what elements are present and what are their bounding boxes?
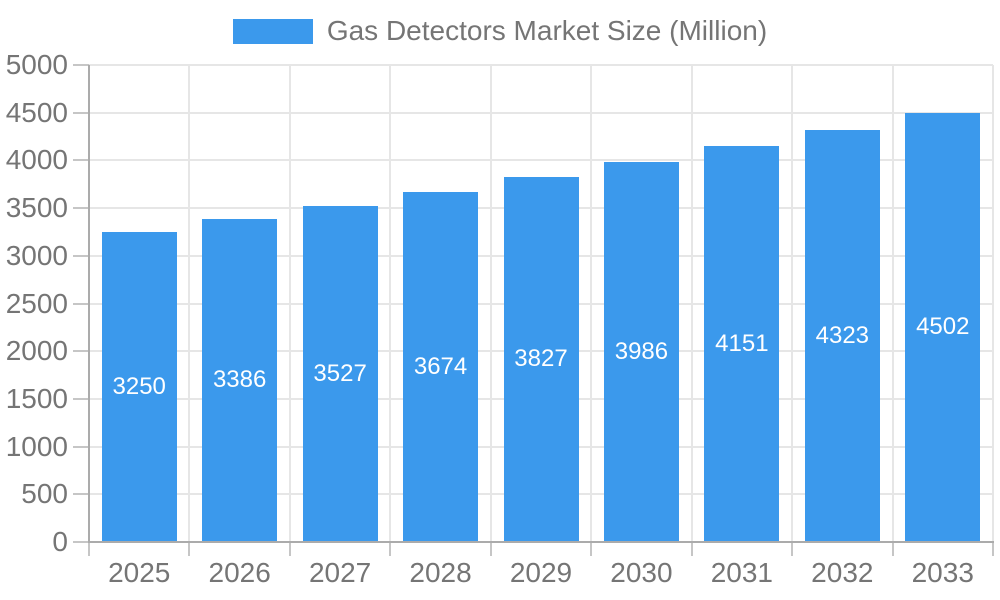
x-tick (188, 543, 191, 556)
x-tick (690, 543, 693, 556)
x-axis-label: 2026 (208, 557, 271, 588)
y-tick (73, 541, 89, 543)
y-axis-label: 4000 (5, 144, 68, 176)
y-axis-label: 1500 (5, 382, 68, 414)
y-tick (73, 111, 89, 114)
y-axis-label: 1000 (5, 430, 68, 462)
v-gridline (188, 65, 191, 542)
y-tick (73, 254, 89, 257)
y-axis-label: 500 (21, 478, 68, 510)
v-gridline (389, 65, 392, 542)
y-tick (73, 302, 89, 305)
y-axis-label: 0 (52, 526, 68, 557)
bar-2029[interactable] (503, 176, 579, 542)
v-gridline (791, 65, 794, 542)
y-axis-label: 2000 (5, 335, 68, 367)
legend-swatch (232, 18, 313, 44)
bar-value-label: 4151 (715, 329, 769, 357)
x-axis-label: 2025 (108, 557, 171, 588)
bar-2027[interactable] (302, 205, 378, 542)
x-axis-label: 2028 (409, 557, 472, 588)
y-axis-line (88, 65, 90, 542)
x-axis-label: 2031 (710, 557, 774, 588)
x-axis-label: 2029 (509, 557, 573, 588)
y-tick (73, 64, 89, 66)
bar-value-label: 4323 (815, 321, 870, 349)
h-gridline (89, 64, 993, 66)
bar-2030[interactable] (603, 161, 679, 542)
bar-value-label: 4502 (916, 313, 970, 341)
y-axis-label: 4500 (5, 96, 68, 128)
bar-2033[interactable] (905, 112, 981, 542)
h-gridline (89, 111, 993, 114)
x-axis-label: 2033 (911, 557, 974, 588)
legend-item[interactable]: Gas Detectors Market Size (Million) (232, 15, 768, 46)
x-tick (389, 543, 392, 556)
y-tick (73, 159, 89, 162)
y-axis-label: 3500 (5, 192, 68, 224)
x-tick (791, 543, 794, 556)
x-axis-label: 2027 (308, 557, 372, 588)
bar-2028[interactable] (403, 191, 479, 542)
x-tick (489, 543, 492, 556)
bar-value-label: 3827 (514, 345, 568, 373)
bar-2032[interactable] (804, 129, 880, 542)
bar-2025[interactable] (101, 231, 177, 542)
bar-value-label: 3386 (212, 366, 267, 394)
legend: Gas Detectors Market Size (Million) (0, 16, 1000, 46)
v-gridline (489, 65, 492, 542)
h-gridline (89, 159, 993, 162)
y-tick (73, 493, 89, 496)
y-axis-label: 2500 (5, 287, 68, 319)
bar-value-label: 3986 (614, 337, 669, 365)
y-tick (73, 350, 89, 353)
x-tick (288, 543, 291, 556)
v-gridline (992, 65, 994, 542)
x-tick (590, 543, 593, 556)
bar-2026[interactable] (202, 218, 278, 542)
bar-value-label: 3527 (313, 359, 367, 387)
bar-2031[interactable] (704, 145, 780, 542)
bar-value-label: 3250 (112, 372, 166, 400)
v-gridline (891, 65, 894, 542)
v-gridline (590, 65, 593, 542)
v-gridline (690, 65, 693, 542)
v-gridline (288, 65, 291, 542)
legend-label: Gas Detectors Market Size (Million) (326, 15, 768, 46)
x-tick (992, 543, 994, 556)
y-axis-label: 5000 (5, 49, 68, 80)
x-tick (88, 543, 90, 556)
y-tick (73, 445, 89, 448)
x-axis-label: 2030 (610, 557, 673, 588)
x-axis-label: 2032 (811, 557, 874, 588)
y-tick (73, 207, 89, 210)
x-axis-line (88, 541, 994, 543)
y-tick (73, 397, 89, 400)
x-tick (891, 543, 894, 556)
bar-value-label: 3674 (413, 352, 468, 380)
y-axis-label: 3000 (5, 239, 68, 271)
